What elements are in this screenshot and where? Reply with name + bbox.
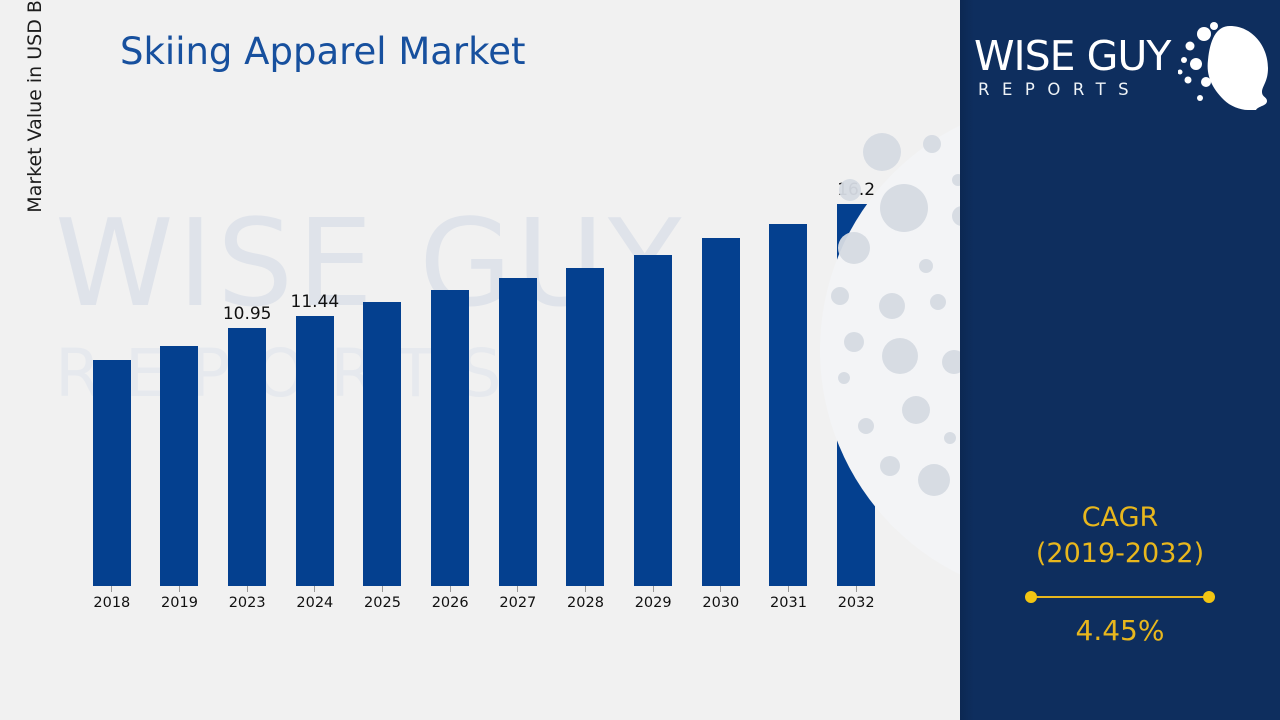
bar-slot bbox=[619, 150, 687, 586]
x-tick-2026: 2026 bbox=[416, 586, 484, 611]
y-axis-label: Market Value in USD Billion bbox=[24, 0, 46, 213]
tick-label: 2023 bbox=[228, 595, 266, 611]
bar-slot bbox=[755, 150, 823, 586]
tick-mark bbox=[449, 586, 451, 592]
x-tick-2019: 2019 bbox=[146, 586, 214, 611]
bar-2024 bbox=[295, 316, 334, 586]
bar-2025 bbox=[363, 301, 402, 586]
tick-label: 2032 bbox=[837, 595, 875, 611]
bar-slot bbox=[484, 150, 552, 586]
bar-slot bbox=[416, 150, 484, 586]
divider-dot-left bbox=[1025, 590, 1037, 603]
tick-label: 2031 bbox=[770, 595, 807, 611]
tick-mark bbox=[517, 586, 519, 592]
tick-mark bbox=[246, 586, 248, 592]
tick-label: 2028 bbox=[567, 595, 604, 611]
tick-label: 2024 bbox=[296, 595, 334, 611]
bar-slot bbox=[687, 150, 755, 586]
tick-label: 2030 bbox=[702, 595, 740, 611]
cagr-divider bbox=[1025, 590, 1215, 604]
page-title: Skiing Apparel Market bbox=[120, 30, 526, 73]
cagr-period: (2019-2032) bbox=[1035, 538, 1205, 570]
bar-2026 bbox=[431, 290, 470, 586]
tick-mark bbox=[314, 586, 316, 592]
head-dots-icon bbox=[1177, 20, 1274, 116]
bar-slot: 11.44 bbox=[281, 150, 349, 586]
tick-label: 2019 bbox=[161, 595, 198, 611]
chart-plot-area: 10.95 11.44 16.2 bbox=[78, 150, 890, 586]
tick-label: 2025 bbox=[364, 595, 401, 611]
bar-slot bbox=[349, 150, 417, 586]
x-tick-2030: 2030 bbox=[687, 586, 755, 611]
bar-2028 bbox=[566, 267, 605, 586]
bar-2030 bbox=[701, 238, 740, 586]
x-tick-2029: 2029 bbox=[619, 586, 687, 611]
tick-mark bbox=[787, 586, 789, 592]
cagr-block: CAGR (2019-2032) 4.45% bbox=[960, 500, 1280, 647]
x-tick-2027: 2027 bbox=[484, 586, 552, 611]
chart-panel: WISE GUY REPORTS Skiing Apparel Market M… bbox=[24, 0, 890, 620]
x-tick-2031: 2031 bbox=[755, 586, 823, 611]
x-axis: 2018 2019 2023 2024 2025 2026 2027 2028 2029 2030… bbox=[78, 586, 890, 620]
tick-label: 2018 bbox=[93, 595, 131, 611]
logo-subtitle: REPORTS bbox=[978, 80, 1142, 99]
x-tick-2025: 2025 bbox=[349, 586, 417, 611]
divider-line bbox=[1032, 595, 1208, 598]
x-tick-2028: 2028 bbox=[552, 586, 620, 611]
tick-label: 2027 bbox=[499, 595, 537, 611]
x-tick-2032: 2032 bbox=[822, 586, 890, 611]
tick-mark bbox=[720, 586, 722, 592]
cagr-value: 4.45% bbox=[1075, 613, 1165, 647]
bar-2023 bbox=[228, 327, 267, 586]
tick-label: 2029 bbox=[634, 595, 672, 611]
bar-2027 bbox=[498, 278, 537, 586]
logo-wordmark: WISE GUY bbox=[974, 32, 1171, 80]
tick-mark bbox=[652, 586, 654, 592]
x-tick-2024: 2024 bbox=[281, 586, 349, 611]
bar-value-2024: 11.44 bbox=[290, 292, 340, 313]
x-tick-2023: 2023 bbox=[213, 586, 281, 611]
bar-slot bbox=[146, 150, 214, 586]
bar-slot bbox=[78, 150, 146, 586]
tick-mark bbox=[111, 586, 113, 592]
bar-2019 bbox=[160, 345, 199, 586]
bar-2029 bbox=[634, 254, 673, 586]
tick-mark bbox=[178, 586, 180, 592]
tick-label: 2026 bbox=[431, 595, 469, 611]
bar-2018 bbox=[92, 359, 131, 586]
cagr-label: CAGR bbox=[1081, 502, 1159, 533]
bar-value-2023: 10.95 bbox=[222, 303, 272, 324]
x-tick-2018: 2018 bbox=[78, 586, 146, 611]
tick-mark bbox=[381, 586, 383, 592]
side-panel: WISE GUY REPORTS CAGR bbox=[960, 0, 1280, 720]
divider-dot-right bbox=[1203, 590, 1215, 603]
bar-slot: 10.95 bbox=[213, 150, 281, 586]
bar-slot bbox=[552, 150, 620, 586]
tick-mark bbox=[855, 586, 857, 592]
tick-mark bbox=[584, 586, 586, 592]
bar-2031 bbox=[769, 224, 808, 586]
